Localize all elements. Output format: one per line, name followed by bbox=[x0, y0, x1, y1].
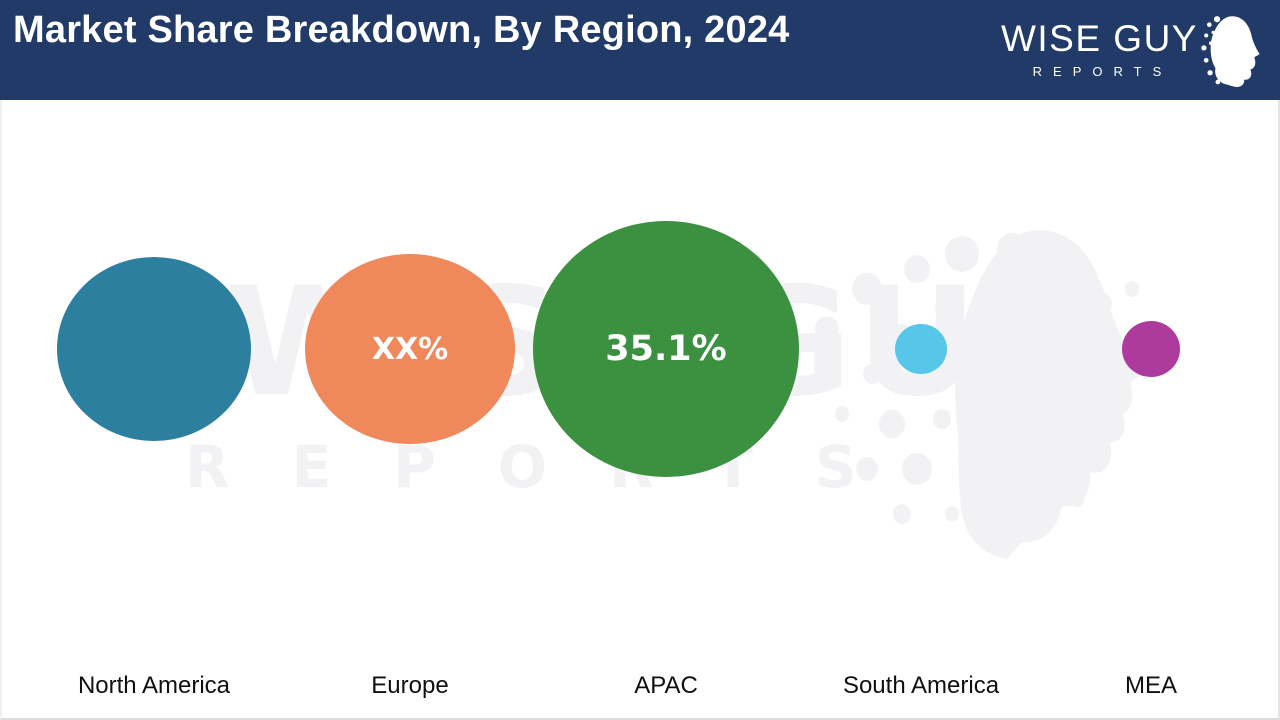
wise-guy-head-icon bbox=[1201, 16, 1260, 88]
category-label-mea: MEA bbox=[1124, 672, 1177, 699]
bubble-north-america bbox=[57, 257, 251, 441]
watermark-head-icon bbox=[815, 230, 1142, 559]
logo-wordmark: WISE GUY bbox=[1000, 18, 1198, 59]
header: Market Share Breakdown, By Region, 2024 … bbox=[0, 0, 1280, 100]
bubble-mea bbox=[1122, 321, 1180, 377]
category-label-south-america: South America bbox=[842, 672, 1000, 699]
category-label-apac: APAC bbox=[634, 672, 698, 699]
category-label-north-america: North America bbox=[77, 672, 231, 699]
logo-text: WISE GUY REPORTS bbox=[1001, 20, 1198, 79]
logo-subtext: REPORTS bbox=[1032, 64, 1173, 79]
bubble-apac: 35.1% bbox=[533, 221, 799, 477]
wise-guy-logo: WISE GUY REPORTS bbox=[1001, 6, 1262, 94]
watermark-subtext: REPORTS bbox=[185, 433, 919, 501]
page-title: Market Share Breakdown, By Region, 2024 bbox=[13, 9, 790, 51]
category-label-europe: Europe bbox=[371, 672, 449, 699]
bubble-europe: XX% bbox=[305, 254, 515, 444]
bubble-south-america bbox=[895, 324, 947, 374]
